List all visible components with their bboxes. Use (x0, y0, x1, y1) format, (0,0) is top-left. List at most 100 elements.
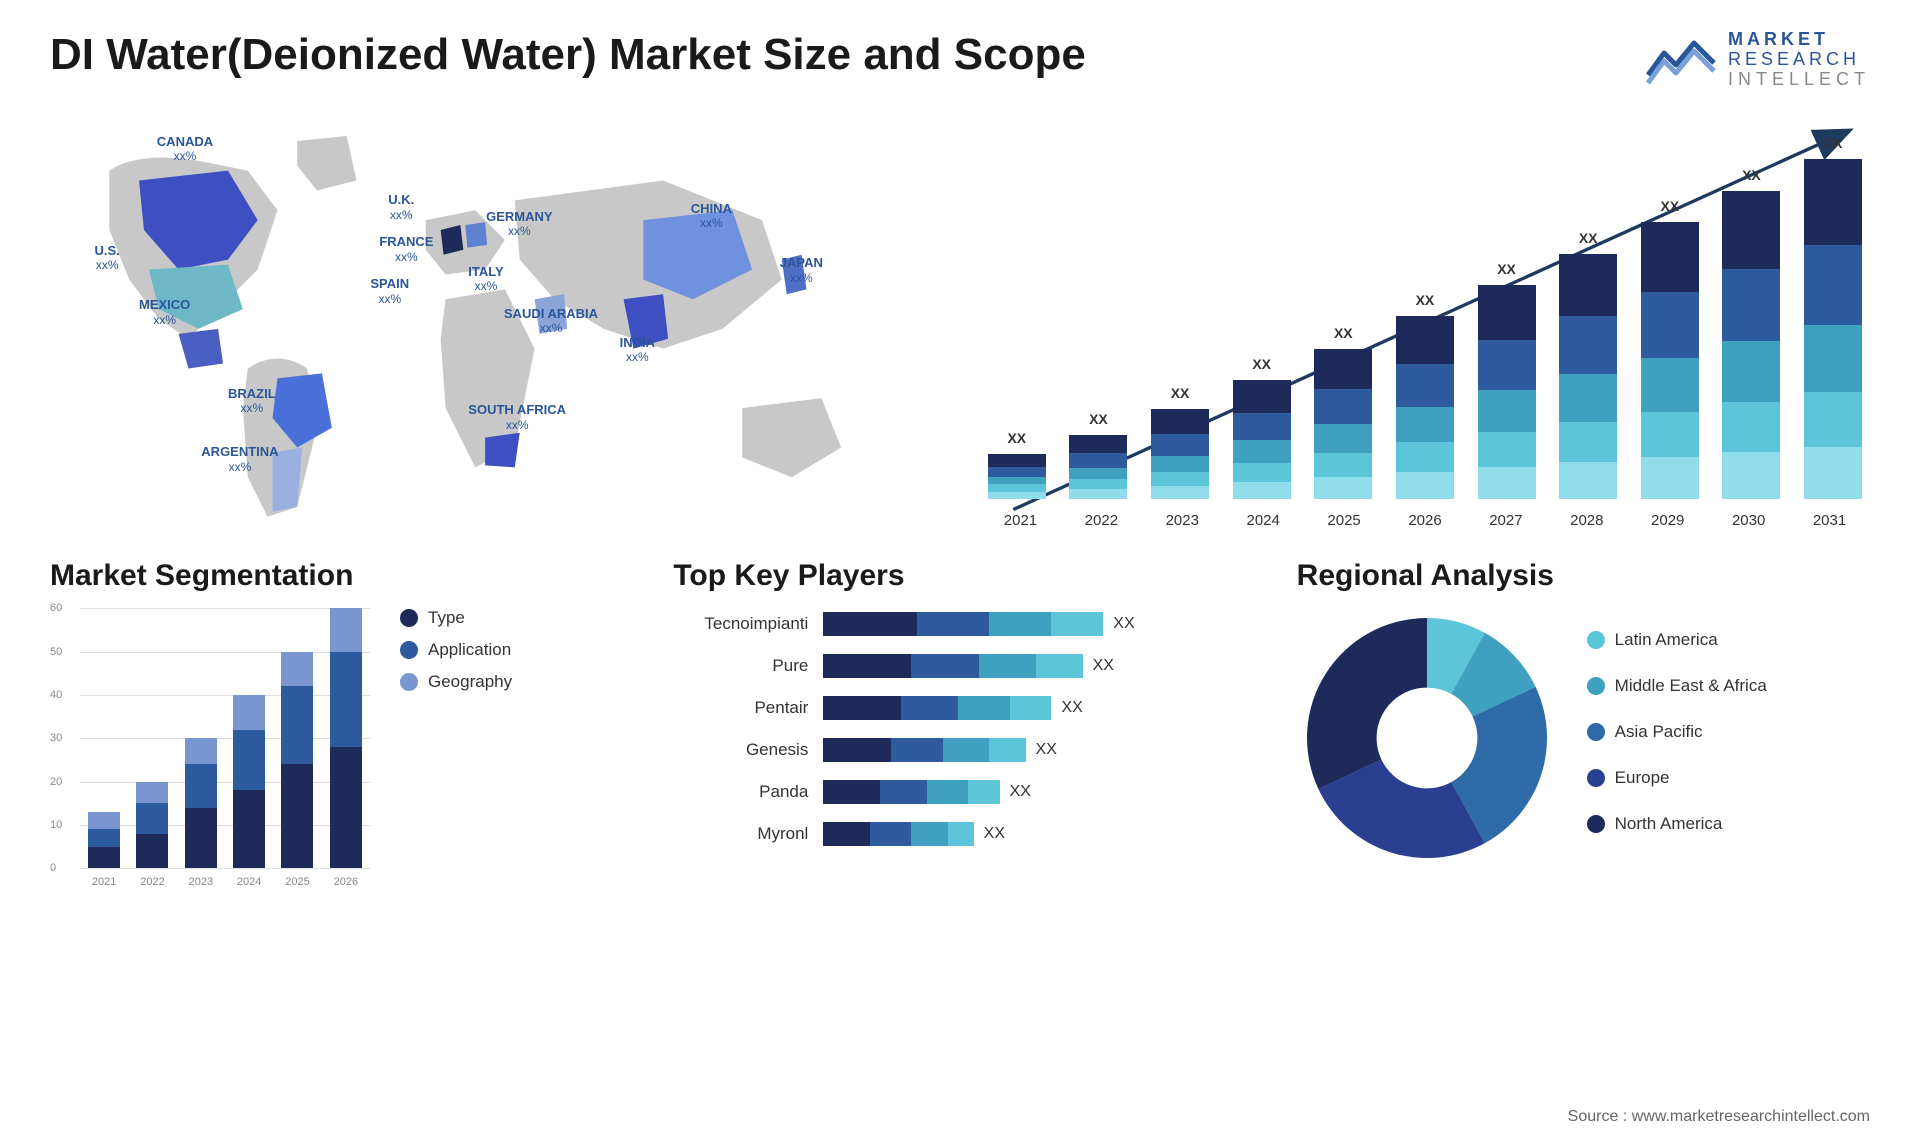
player-value: XX (984, 825, 1005, 843)
main-xlabel: 2022 (1085, 512, 1118, 529)
player-value: XX (1010, 783, 1031, 801)
map-label-china: CHINAxx% (691, 202, 732, 231)
logo-line1: MARKET (1728, 30, 1870, 50)
regional-legend: Latin America Middle East & Africa Asia Pa… (1587, 630, 1767, 846)
world-map: CANADAxx%U.S.xx%MEXICOxx%BRAZILxx%ARGENT… (50, 109, 940, 529)
map-label-saudiarabia: SAUDI ARABIAxx% (504, 307, 598, 336)
main-bar-2022: XX (1069, 435, 1127, 499)
bar-value-label: XX (1579, 230, 1598, 246)
main-bar-2030: XX (1722, 191, 1780, 500)
seg-xlabel: 2026 (334, 876, 358, 888)
bar-value-label: XX (1089, 411, 1108, 427)
map-label-germany: GERMANYxx% (486, 210, 552, 239)
logo-icon (1646, 35, 1716, 85)
players-title: Top Key Players (673, 559, 1246, 593)
regional-legend-item: Asia Pacific (1587, 722, 1767, 742)
bar-value-label: XX (1824, 135, 1843, 151)
main-bar-2024: XX (1233, 380, 1291, 499)
map-label-us: U.S.xx% (95, 244, 120, 273)
map-label-spain: SPAINxx% (370, 277, 409, 306)
seg-legend-item: Type (400, 608, 512, 628)
map-label-italy: ITALYxx% (468, 265, 503, 294)
player-name: Panda (673, 782, 823, 802)
map-label-japan: JAPANxx% (780, 256, 823, 285)
player-name: Pure (673, 656, 823, 676)
bar-value-label: XX (1252, 356, 1271, 372)
seg-xlabel: 2024 (237, 876, 261, 888)
source-attribution: Source : www.marketresearchintellect.com (1568, 1108, 1870, 1126)
main-xlabel: 2025 (1327, 512, 1360, 529)
seg-bar-2023 (185, 738, 217, 868)
main-bar-2027: XX (1478, 285, 1536, 499)
player-row: Pure XX (673, 650, 1246, 682)
main-bar-2025: XX (1314, 349, 1372, 500)
player-row: Myronl XX (673, 818, 1246, 850)
seg-xlabel: 2022 (140, 876, 164, 888)
player-value: XX (1061, 699, 1082, 717)
seg-bar-2022 (136, 782, 168, 869)
seg-bar-2024 (233, 695, 265, 868)
main-xlabel: 2031 (1813, 512, 1846, 529)
player-name: Genesis (673, 740, 823, 760)
seg-ylabel: 50 (50, 646, 62, 658)
regional-legend-item: Europe (1587, 768, 1767, 788)
player-value: XX (1036, 741, 1057, 759)
main-xlabel: 2023 (1166, 512, 1199, 529)
seg-bar-2021 (88, 812, 120, 868)
main-xlabel: 2028 (1570, 512, 1603, 529)
map-label-southafrica: SOUTH AFRICAxx% (468, 403, 566, 432)
main-xlabel: 2024 (1246, 512, 1279, 529)
bar-value-label: XX (1007, 430, 1026, 446)
bar-value-label: XX (1660, 198, 1679, 214)
seg-ylabel: 40 (50, 689, 62, 701)
seg-bar-2026 (330, 608, 362, 868)
main-bar-2021: XX (988, 454, 1046, 499)
page-title: DI Water(Deionized Water) Market Size an… (50, 30, 1086, 80)
player-row: Panda XX (673, 776, 1246, 808)
regional-legend-item: North America (1587, 814, 1767, 834)
segmentation-chart: 0102030405060202120222023202420252026 (50, 608, 370, 888)
map-label-canada: CANADAxx% (157, 135, 213, 164)
seg-xlabel: 2021 (92, 876, 116, 888)
main-xlabel: 2029 (1651, 512, 1684, 529)
bar-value-label: XX (1497, 261, 1516, 277)
main-bar-2023: XX (1151, 409, 1209, 499)
bar-value-label: XX (1416, 292, 1435, 308)
player-row: Pentair XX (673, 692, 1246, 724)
seg-ylabel: 10 (50, 819, 62, 831)
map-label-mexico: MEXICOxx% (139, 298, 190, 327)
seg-bar-2025 (281, 652, 313, 869)
seg-ylabel: 20 (50, 776, 62, 788)
map-label-argentina: ARGENTINAxx% (201, 445, 278, 474)
player-name: Tecnoimpianti (673, 614, 823, 634)
segmentation-legend: TypeApplicationGeography (400, 608, 512, 888)
player-row: TecnoimpiantiXX (673, 608, 1246, 640)
bar-value-label: XX (1171, 385, 1190, 401)
main-xlabel: 2027 (1489, 512, 1522, 529)
market-size-chart: XXXXXXXXXXXXXXXXXXXXXX 20212022202320242… (980, 109, 1870, 529)
players-panel: Top Key Players TecnoimpiantiXXPureXXPen… (673, 559, 1246, 919)
main-bar-2029: XX (1641, 222, 1699, 499)
logo-line3: INTELLECT (1728, 70, 1870, 90)
main-xlabel: 2026 (1408, 512, 1441, 529)
main-bar-2031: XX (1804, 159, 1862, 499)
main-xlabel: 2021 (1004, 512, 1037, 529)
player-name: Pentair (673, 698, 823, 718)
seg-ylabel: 0 (50, 862, 56, 874)
players-chart: TecnoimpiantiXXPureXXPentairXXGenesisXXP… (673, 608, 1246, 850)
player-name: Myronl (673, 824, 823, 844)
map-label-france: FRANCExx% (379, 235, 433, 264)
map-label-uk: U.K.xx% (388, 193, 414, 222)
regional-legend-item: Latin America (1587, 630, 1767, 650)
brand-logo: MARKET RESEARCH INTELLECT (1646, 30, 1870, 89)
seg-xlabel: 2025 (285, 876, 309, 888)
main-bar-2026: XX (1396, 316, 1454, 499)
segmentation-title: Market Segmentation (50, 559, 623, 593)
logo-line2: RESEARCH (1728, 50, 1870, 70)
player-row: Genesis XX (673, 734, 1246, 766)
map-label-india: INDIAxx% (620, 336, 655, 365)
main-bar-2028: XX (1559, 254, 1617, 500)
regional-legend-item: Middle East & Africa (1587, 676, 1767, 696)
regional-title: Regional Analysis (1297, 559, 1870, 593)
player-value: XX (1093, 657, 1114, 675)
